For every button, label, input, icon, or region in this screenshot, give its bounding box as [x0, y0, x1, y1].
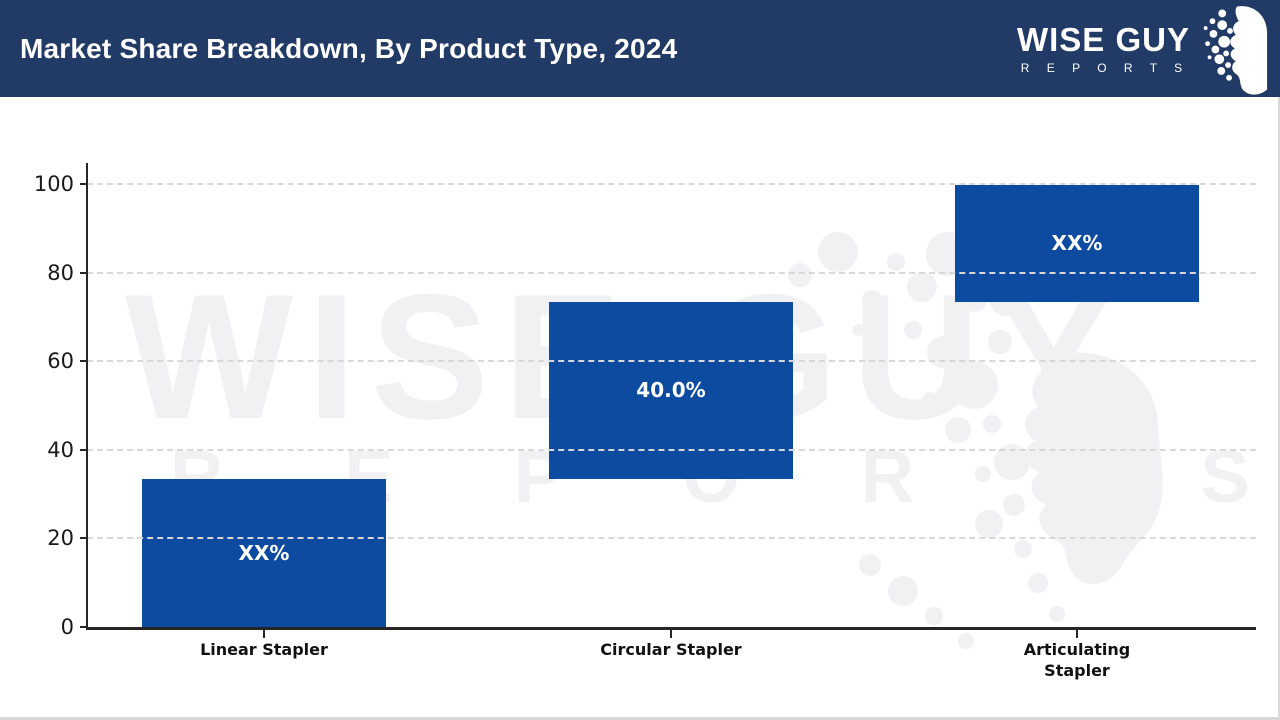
x-tick-mark [670, 630, 672, 638]
y-tick-mark [80, 271, 87, 274]
brand-name: WISE GUY [1016, 20, 1190, 58]
bar-value-label: XX% [1051, 231, 1103, 256]
page-border-bottom [0, 717, 1280, 720]
bar-linear-stapler [142, 479, 386, 627]
y-tick-label: 20 [47, 526, 74, 551]
y-tick-mark [80, 537, 87, 540]
bar-value-label: 40.0% [636, 378, 706, 403]
y-axis-line [86, 163, 88, 629]
bar-value-label: XX% [238, 541, 290, 566]
gridline [87, 271, 1256, 274]
dotted-head-icon [1203, 5, 1268, 95]
brand-logo: WISE GUY R E P O R T S [1017, 2, 1270, 96]
bar-articulating-stapler [955, 184, 1199, 302]
chart-title: Market Share Breakdown, By Product Type,… [20, 32, 678, 64]
x-category-label: Circular Stapler [600, 640, 742, 659]
x-tick-mark [263, 630, 265, 638]
gridline [87, 183, 1256, 185]
brand-tagline: R E P O R T S [1020, 60, 1190, 75]
page-border-right [1278, 97, 1280, 720]
y-tick-label: 80 [47, 260, 74, 285]
y-tick-mark [80, 448, 87, 451]
y-tick-label: 100 [33, 172, 74, 196]
x-category-label: Articulating Stapler [1023, 640, 1131, 681]
x-tick-mark [1076, 630, 1078, 638]
gridline [87, 448, 1256, 451]
y-tick-mark [80, 183, 87, 185]
x-axis-line [86, 627, 1256, 630]
y-tick-label: 40 [47, 437, 74, 462]
x-category-label: Linear Stapler [200, 640, 328, 659]
y-tick-label: 0 [60, 615, 74, 639]
gridline [87, 360, 1256, 363]
gridline [87, 537, 1256, 540]
brand-wordmark: WISE GUY R E P O R T S [1017, 23, 1190, 75]
header-bar: Market Share Breakdown, By Product Type,… [0, 0, 1280, 97]
y-tick-mark [80, 626, 87, 628]
y-tick-label: 60 [47, 349, 74, 374]
y-tick-mark [80, 360, 87, 363]
